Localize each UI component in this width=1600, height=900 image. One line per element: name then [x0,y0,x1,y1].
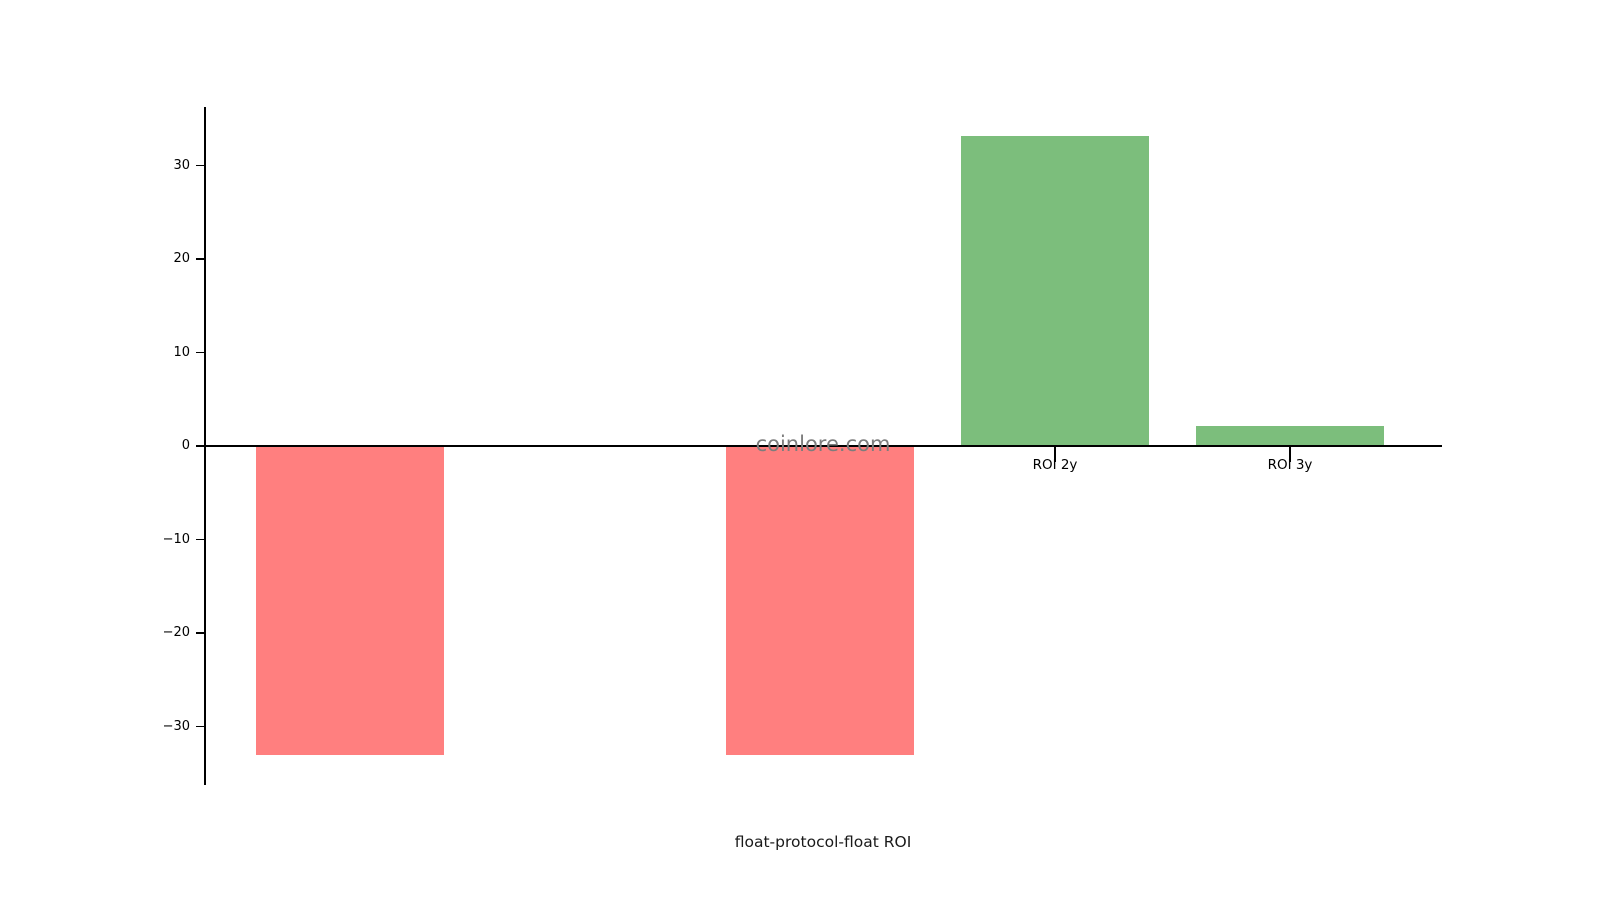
y-tick-label: −30 [162,718,190,734]
x-tick [1289,446,1291,462]
y-tick-label: −20 [162,625,190,640]
y-tick-label: −10 [162,531,190,547]
x-tick [1054,446,1056,462]
chart-title: float-protocol-float ROI [734,833,912,851]
y-tick [196,351,204,354]
y-tick-label: 0 [181,438,190,453]
bar-slot0 [256,446,444,756]
x-tick-label: ROI 2y [1032,457,1078,473]
y-tick [196,538,204,541]
x-tick-label: ROI 3y [1267,457,1313,473]
x-axis-zero-line [204,445,1442,447]
bar-roi-3y [1196,426,1384,445]
y-tick [196,445,204,447]
y-tick [196,632,204,634]
bar-roi-2y [961,136,1149,445]
y-tick-label: 30 [173,157,190,173]
y-tick [196,258,204,260]
y-tick-label: 20 [173,251,190,266]
y-tick [196,725,204,728]
y-tick [196,164,204,167]
watermark: coinlore.com [755,432,891,456]
y-tick-label: 10 [173,344,190,360]
bar-slot2 [726,446,914,756]
